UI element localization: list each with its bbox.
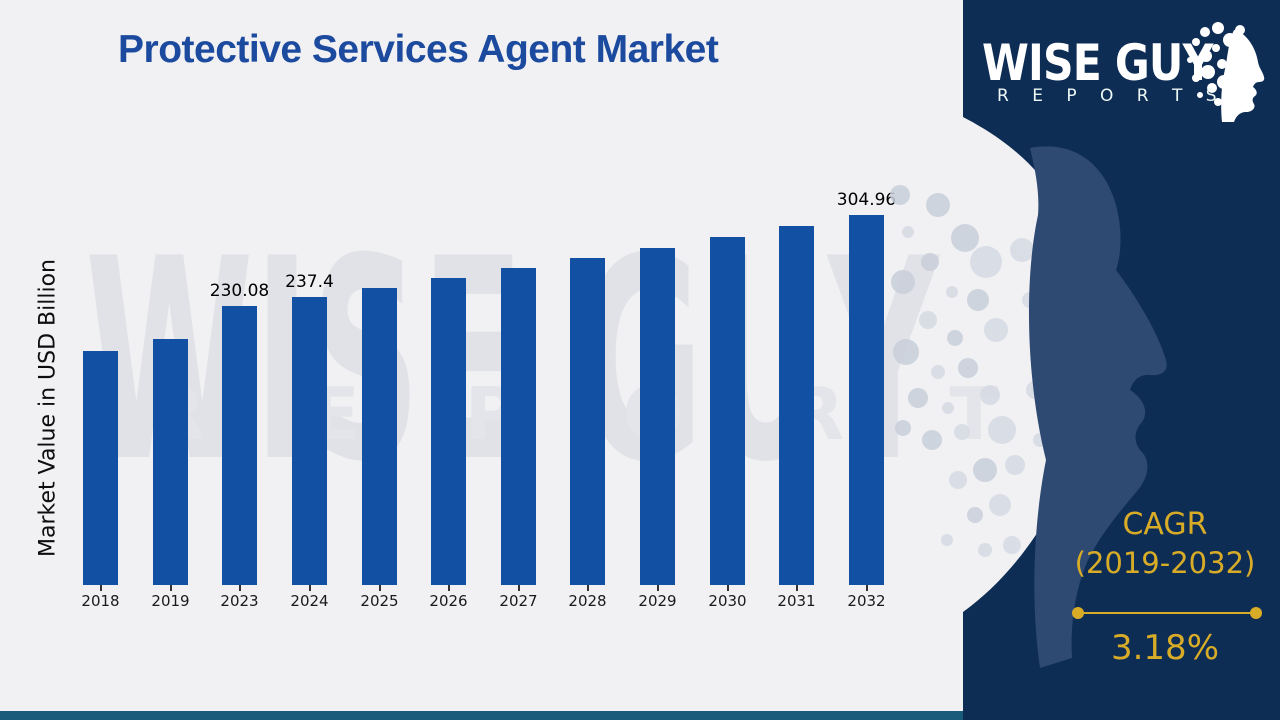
x-tick-2031: [795, 585, 798, 591]
bar-2024: [292, 297, 327, 585]
bar-2026: [431, 278, 466, 585]
bar-2018: [83, 351, 118, 585]
bar-2025: [362, 288, 397, 585]
bar-2027: [501, 268, 536, 585]
value-label-2032: 304.96: [836, 190, 897, 210]
logo-face-icon: [1187, 22, 1265, 122]
bar-2028: [570, 258, 605, 585]
x-label-2018: 2018: [81, 592, 120, 610]
x-label-2032: 2032: [847, 592, 886, 610]
cagr-line-end-dot: [1250, 607, 1262, 619]
bar-2031: [779, 226, 814, 585]
cagr-line-start-dot: [1072, 607, 1084, 619]
x-label-2031: 2031: [777, 592, 816, 610]
dots-pattern: [890, 185, 1047, 557]
logo-reports-text: R E P O R T S: [997, 86, 1226, 106]
x-label-2026: 2026: [429, 592, 468, 610]
x-tick-2028: [586, 585, 589, 591]
x-label-2027: 2027: [499, 592, 538, 610]
value-label-2024: 237.4: [285, 272, 334, 292]
x-tick-2030: [726, 585, 729, 591]
bar-2019: [153, 339, 188, 585]
x-tick-2023: [238, 585, 241, 591]
x-label-2028: 2028: [568, 592, 607, 610]
bottom-accent-strip: [0, 711, 963, 720]
bar-2032: [849, 215, 884, 585]
y-axis-label: Market Value in USD Billion: [35, 258, 61, 558]
x-tick-2025: [378, 585, 381, 591]
x-label-2019: 2019: [151, 592, 190, 610]
bar-2030: [710, 237, 745, 585]
right-panel-graphic: [890, 0, 1280, 720]
x-tick-2019: [169, 585, 172, 591]
x-tick-2029: [656, 585, 659, 591]
x-label-2024: 2024: [290, 592, 329, 610]
bar-2023: [222, 306, 257, 585]
value-label-2023: 230.08: [209, 281, 270, 301]
x-label-2023: 2023: [220, 592, 259, 610]
cagr-line: [1072, 607, 1262, 619]
x-tick-2032: [865, 585, 868, 591]
x-tick-2027: [517, 585, 520, 591]
logo-wiseguy-text: WISE GUY: [982, 34, 1213, 92]
page-title: Protective Services Agent Market: [118, 28, 719, 71]
x-label-2029: 2029: [638, 592, 677, 610]
bar-2029: [640, 248, 675, 585]
x-label-2030: 2030: [708, 592, 747, 610]
x-tick-2026: [447, 585, 450, 591]
x-tick-2018: [99, 585, 102, 591]
x-label-2025: 2025: [360, 592, 399, 610]
cagr-value: 3.18%: [1110, 628, 1219, 668]
face-silhouette: [1028, 146, 1167, 669]
cagr-range: (2019-2032): [1074, 546, 1256, 580]
cagr-label: CAGR: [1122, 507, 1208, 542]
x-tick-2024: [308, 585, 311, 591]
